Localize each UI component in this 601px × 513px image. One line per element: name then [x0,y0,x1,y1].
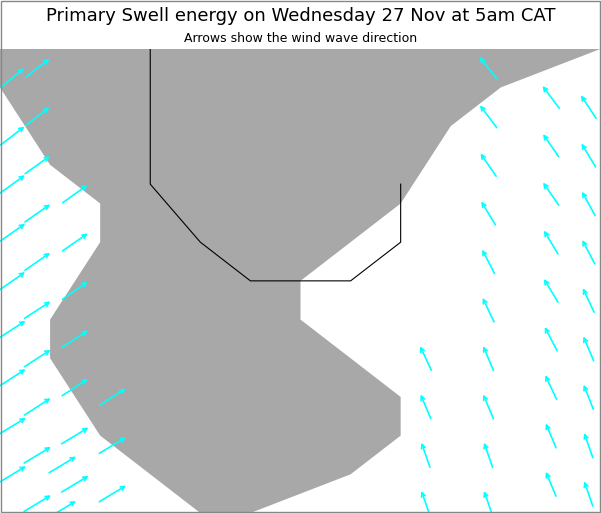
Text: Primary Swell energy on Wednesday 27 Nov at 5am CAT: Primary Swell energy on Wednesday 27 Nov… [46,7,555,25]
Polygon shape [0,49,601,513]
Text: Arrows show the wind wave direction: Arrows show the wind wave direction [184,31,417,45]
